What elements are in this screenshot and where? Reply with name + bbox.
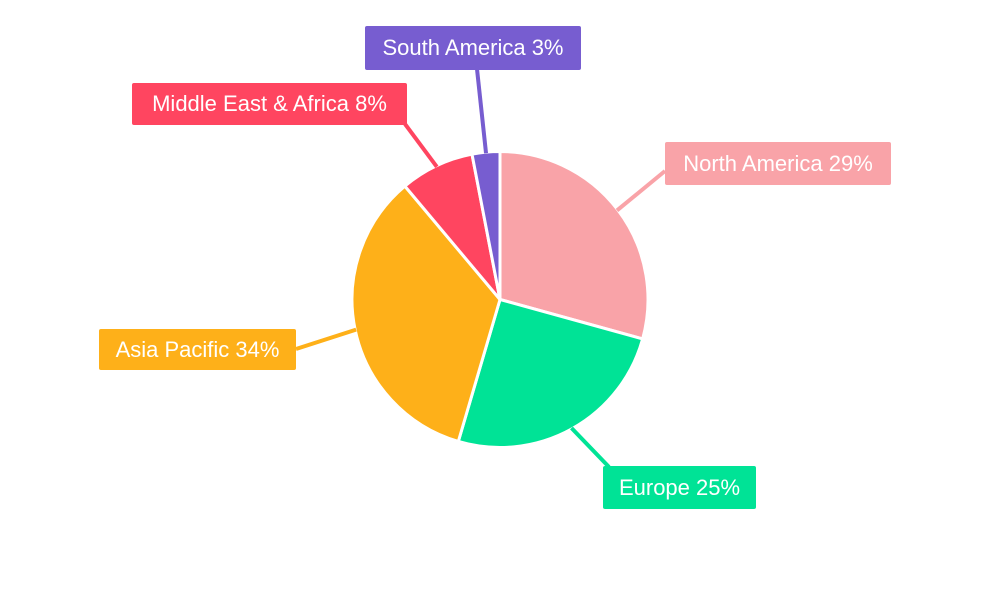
- leader-line-asia-pacific: [295, 327, 357, 351]
- slice-label-middle-east-africa: Middle East & Africa 8%: [132, 83, 407, 125]
- leader-line-north-america: [615, 169, 667, 213]
- leader-line-south-america: [475, 68, 489, 154]
- slice-label-europe: Europe 25%: [603, 466, 756, 509]
- slice-label-asia-pacific: Asia Pacific 34%: [99, 329, 296, 370]
- leader-line-middle-east-africa: [403, 122, 439, 168]
- leader-line-europe: [570, 426, 611, 469]
- slice-label-south-america: South America 3%: [365, 26, 581, 70]
- slice-label-north-america: North America 29%: [665, 142, 891, 185]
